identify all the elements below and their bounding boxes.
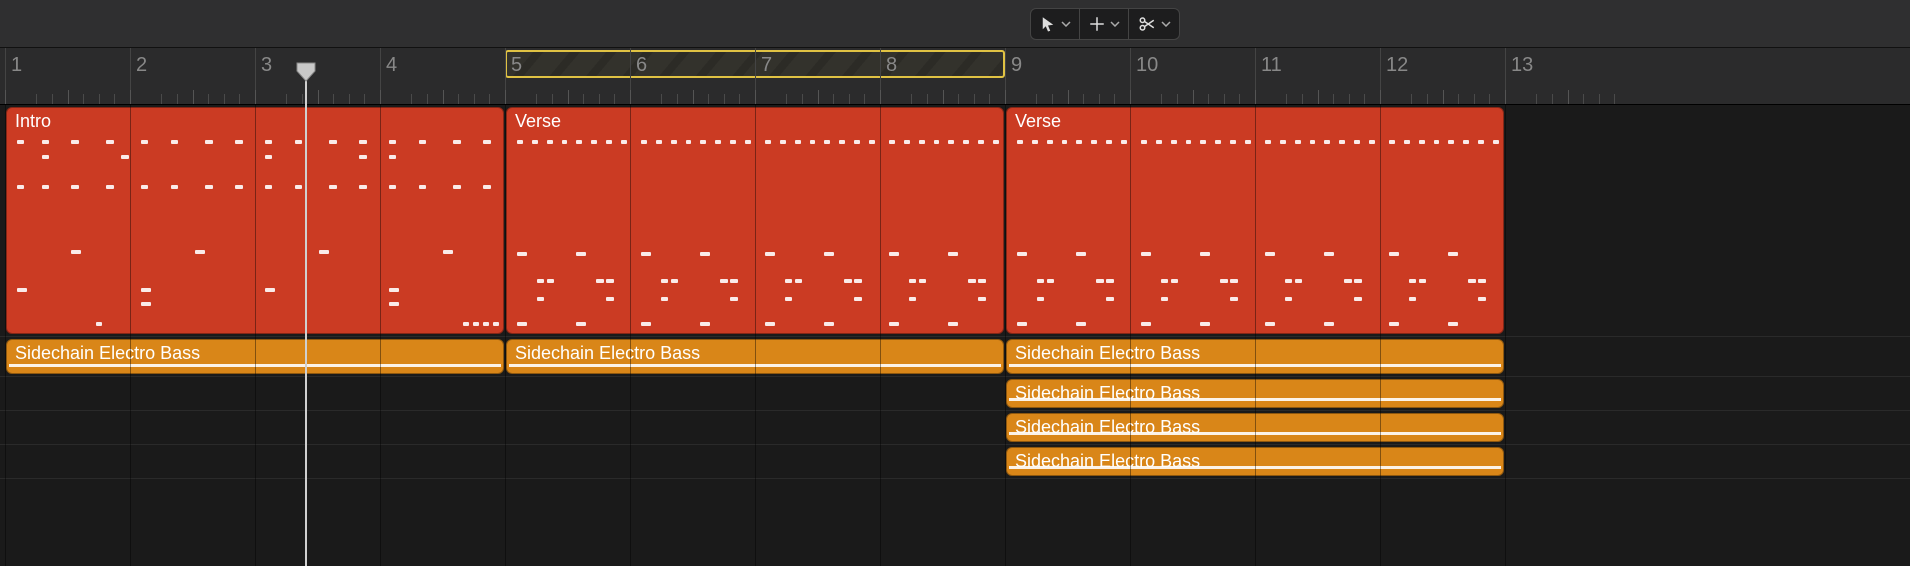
bar-number: 2 (136, 54, 147, 77)
bar-number: 5 (511, 54, 522, 77)
chevron-down-icon (1161, 21, 1171, 27)
bar-number: 7 (761, 54, 772, 77)
bar-number: 6 (636, 54, 647, 77)
track-lane-2[interactable]: Sidechain Electro Bass Sidechain Electro … (0, 337, 1910, 377)
track-lane-1[interactable]: IntroVerseVerse (0, 105, 1910, 337)
tool-group (1030, 8, 1180, 40)
bar-number: 10 (1136, 54, 1158, 77)
track-lane-3[interactable]: Sidechain Electro Bass (0, 377, 1910, 411)
marquee-tool[interactable] (1080, 9, 1129, 39)
toolbar (0, 0, 1910, 47)
scissors-tool[interactable] (1129, 9, 1179, 39)
bar-number: 4 (386, 54, 397, 77)
timeline-ruler[interactable]: 12345678910111213 (0, 47, 1910, 105)
bar-number: 8 (886, 54, 897, 77)
crosshair-icon (1088, 15, 1106, 33)
bar-number: 13 (1511, 54, 1533, 77)
track-lane-5[interactable]: Sidechain Electro Bass (0, 445, 1910, 479)
pointer-tool[interactable] (1031, 9, 1080, 39)
playhead-handle-icon[interactable] (295, 61, 317, 83)
bar-number: 9 (1011, 54, 1022, 77)
scissors-icon (1137, 15, 1157, 33)
pointer-icon (1039, 15, 1057, 33)
tracks-area[interactable]: IntroVerseVerse Sidechain Electro BassSi… (0, 105, 1910, 566)
bar-number: 12 (1386, 54, 1408, 77)
chevron-down-icon (1061, 21, 1071, 27)
region-label: Sidechain Electro Bass (1015, 343, 1200, 364)
track-lane-4[interactable]: Sidechain Electro Bass (0, 411, 1910, 445)
bar-number: 3 (261, 54, 272, 77)
bar-number: 11 (1261, 54, 1282, 77)
playhead[interactable] (305, 75, 307, 566)
region-label: Sidechain Electro Bass (15, 343, 200, 364)
bar-number: 1 (11, 54, 22, 77)
region-label: Sidechain Electro Bass (515, 343, 700, 364)
chevron-down-icon (1110, 21, 1120, 27)
